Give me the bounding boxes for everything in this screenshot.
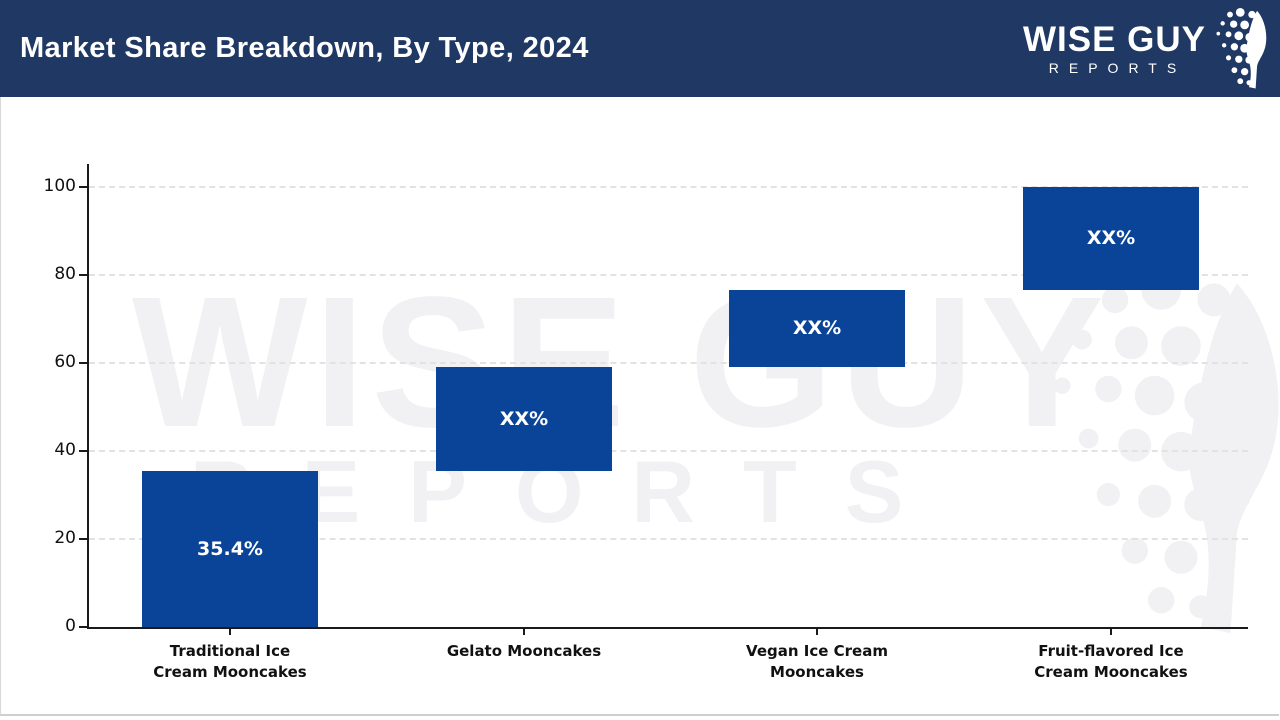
logo-wordmark: WISE GUY [1022,19,1206,59]
header-bar: Market Share Breakdown, By Type, 2024 WI… [0,0,1280,97]
chart-bar-3: XX% [729,289,905,367]
x-axis-line [87,627,1248,629]
chart-gridline [89,186,1248,188]
bar-value-label-3: XX% [792,317,842,340]
bar-value-label-4: XX% [1086,227,1136,250]
page-title: Market Share Breakdown, By Type, 2024 [20,32,589,64]
wise-guy-reports-logo: WISE GUY REPORTS [1023,7,1280,90]
x-axis-tick-mark [229,629,231,635]
y-axis-tick-label: 80 [54,264,76,284]
chart-gridline [89,274,1248,276]
chart-gridline [89,538,1248,540]
y-axis-tick-mark [79,274,87,276]
bar-value-label-2: XX% [499,408,549,431]
dotted-head-icon [1216,7,1267,89]
y-axis-tick-label: 0 [65,616,76,636]
chart-bar-1: 35.4% [142,471,318,627]
chart-bar-2: XX% [436,366,612,472]
logo-subtitle: REPORTS [1048,59,1187,76]
y-axis-tick-label: 40 [54,440,76,460]
chart-bar-4: XX% [1023,187,1199,290]
bar-value-label-1: 35.4% [197,538,263,561]
x-axis-tick-mark [816,629,818,635]
y-axis-tick-label: 100 [43,176,76,196]
y-axis-tick-mark [79,626,87,628]
y-axis-tick-mark [79,362,87,364]
y-axis-line [87,164,89,629]
y-axis-tick-mark [79,186,87,188]
chart-gridline [89,362,1248,364]
y-axis-tick-label: 60 [54,352,76,372]
x-category-label-4: Fruit-flavored Ice Cream Mooncakes [1034,642,1188,681]
y-axis-tick-label: 20 [54,528,76,548]
x-category-label-2: Gelato Mooncakes [446,642,602,660]
x-category-label-3: Vegan Ice Cream Mooncakes [746,642,888,681]
y-axis-tick-mark [79,450,87,452]
chart-gridline [89,450,1248,452]
y-axis-tick-mark [79,538,87,540]
x-axis-tick-mark [1110,629,1112,635]
logo-text: WISE GUY REPORTS [1023,22,1206,76]
x-axis-tick-mark [523,629,525,635]
x-category-label-1: Traditional Ice Cream Mooncakes [153,642,307,681]
